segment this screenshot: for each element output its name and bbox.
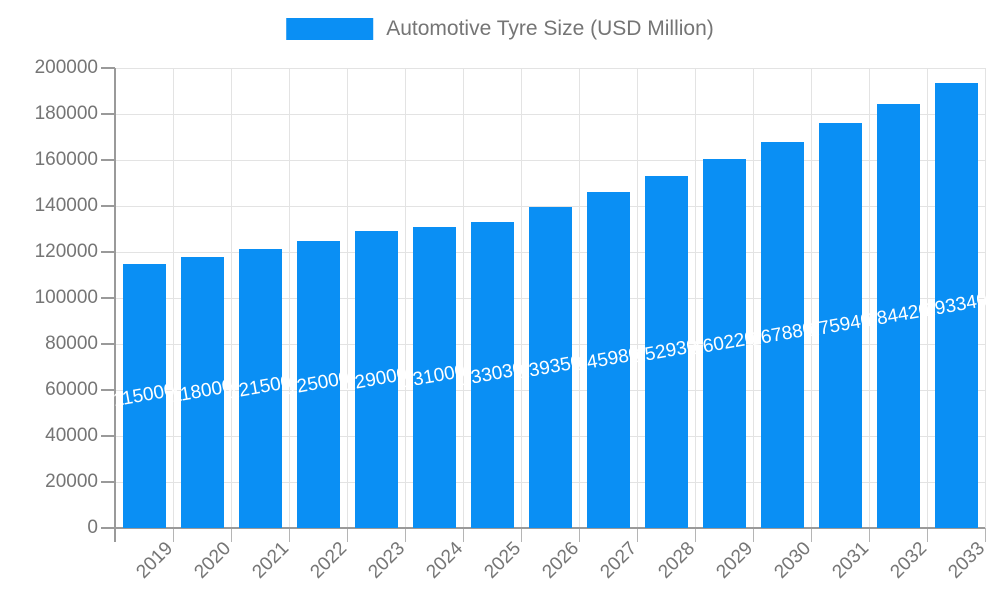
y-tick-label: 40000 (45, 425, 98, 446)
gridline-vertical (810, 68, 812, 528)
y-tick-label: 180000 (34, 103, 98, 124)
gridline-vertical (230, 68, 232, 528)
bar-value-label: 160220 (690, 327, 757, 360)
x-tick-label: 2027 (596, 538, 641, 583)
legend-swatch-icon (286, 18, 374, 40)
y-tick-label: 200000 (34, 57, 98, 78)
y-tick-label: 80000 (45, 333, 98, 354)
x-tick-label: 2021 (248, 538, 293, 583)
gridline-vertical (636, 68, 638, 528)
x-axis-tick (578, 528, 580, 542)
bar[interactable] (528, 207, 572, 528)
x-tick-label: 2022 (306, 538, 351, 583)
gridline-vertical (462, 68, 464, 528)
y-tick-label: 0 (87, 517, 98, 538)
y-axis-tick (101, 481, 115, 483)
gridline-horizontal (115, 205, 985, 207)
x-axis-tick (288, 528, 290, 542)
x-axis-tick (230, 528, 232, 542)
y-tick-label: 140000 (34, 195, 98, 216)
bar-value-label: 175940 (806, 309, 873, 342)
y-axis-tick (101, 435, 115, 437)
x-axis-tick (172, 528, 174, 542)
x-axis-tick (926, 528, 928, 542)
gridline-vertical (694, 68, 696, 528)
gridline-vertical (404, 68, 406, 528)
x-tick-label: 2024 (422, 538, 467, 583)
x-axis-tick (810, 528, 812, 542)
gridline-vertical (578, 68, 580, 528)
x-axis-tick (752, 528, 754, 542)
y-axis-tick (101, 527, 115, 529)
bar[interactable] (760, 141, 804, 528)
x-axis-tick (520, 528, 522, 542)
x-tick-label: 2028 (654, 538, 699, 583)
y-axis-tick (101, 297, 115, 299)
x-tick-label: 2026 (538, 538, 583, 583)
x-tick-label: 2031 (828, 538, 873, 583)
bar[interactable] (296, 240, 340, 528)
x-axis-tick (868, 528, 870, 542)
bar[interactable] (934, 83, 978, 528)
y-axis-tick (101, 389, 115, 391)
y-tick-label: 120000 (34, 241, 98, 262)
x-axis-tick (462, 528, 464, 542)
x-tick-label: 2030 (770, 538, 815, 583)
gridline-horizontal (115, 113, 985, 115)
y-tick-label: 160000 (34, 149, 98, 170)
y-tick-label: 60000 (45, 379, 98, 400)
x-axis-tick (694, 528, 696, 542)
gridline-vertical (752, 68, 754, 528)
bar[interactable] (818, 123, 862, 528)
y-axis-tick (101, 205, 115, 207)
legend-label: Automotive Tyre Size (USD Million) (386, 17, 714, 40)
bar-value-label: 193340 (922, 289, 989, 322)
y-axis-tick (101, 343, 115, 345)
bar[interactable] (238, 248, 282, 528)
gridline-horizontal (115, 159, 985, 161)
bar[interactable] (644, 176, 688, 528)
gridline-vertical (346, 68, 348, 528)
x-tick-label: 2033 (944, 538, 989, 583)
bar[interactable] (180, 256, 224, 528)
gridline-vertical (172, 68, 174, 528)
y-axis-line (114, 68, 116, 542)
bar[interactable] (702, 159, 746, 528)
y-axis-tick (101, 113, 115, 115)
gridline-vertical (984, 68, 986, 528)
x-axis-line (114, 527, 985, 529)
gridline-vertical (868, 68, 870, 528)
bar[interactable] (354, 231, 398, 528)
x-tick-label: 2029 (712, 538, 757, 583)
gridline-vertical (288, 68, 290, 528)
x-axis-tick (404, 528, 406, 542)
bar-value-label: 139350 (516, 351, 583, 384)
legend[interactable]: Automotive Tyre Size (USD Million) (286, 17, 714, 41)
x-tick-label: 2032 (886, 538, 931, 583)
y-axis-tick (101, 67, 115, 69)
gridline-vertical (926, 68, 928, 528)
x-axis-tick (346, 528, 348, 542)
y-axis-tick (101, 159, 115, 161)
y-axis-tick (101, 251, 115, 253)
x-tick-label: 2025 (480, 538, 525, 583)
gridline-horizontal (115, 67, 985, 69)
bar[interactable] (586, 192, 630, 528)
x-tick-label: 2023 (364, 538, 409, 583)
y-tick-label: 100000 (34, 287, 98, 308)
bar[interactable] (470, 222, 514, 528)
gridline-vertical (520, 68, 522, 528)
bar-value-label: 129000 (342, 363, 409, 395)
bar[interactable] (122, 263, 166, 528)
x-tick-label: 2020 (190, 538, 235, 583)
bar[interactable] (876, 103, 920, 528)
x-axis-tick (636, 528, 638, 542)
bar-value-label: 115000 (111, 379, 177, 411)
x-tick-label: 2019 (132, 538, 177, 583)
bar[interactable] (412, 226, 456, 528)
x-axis-tick (984, 528, 986, 542)
y-tick-label: 20000 (45, 471, 98, 492)
